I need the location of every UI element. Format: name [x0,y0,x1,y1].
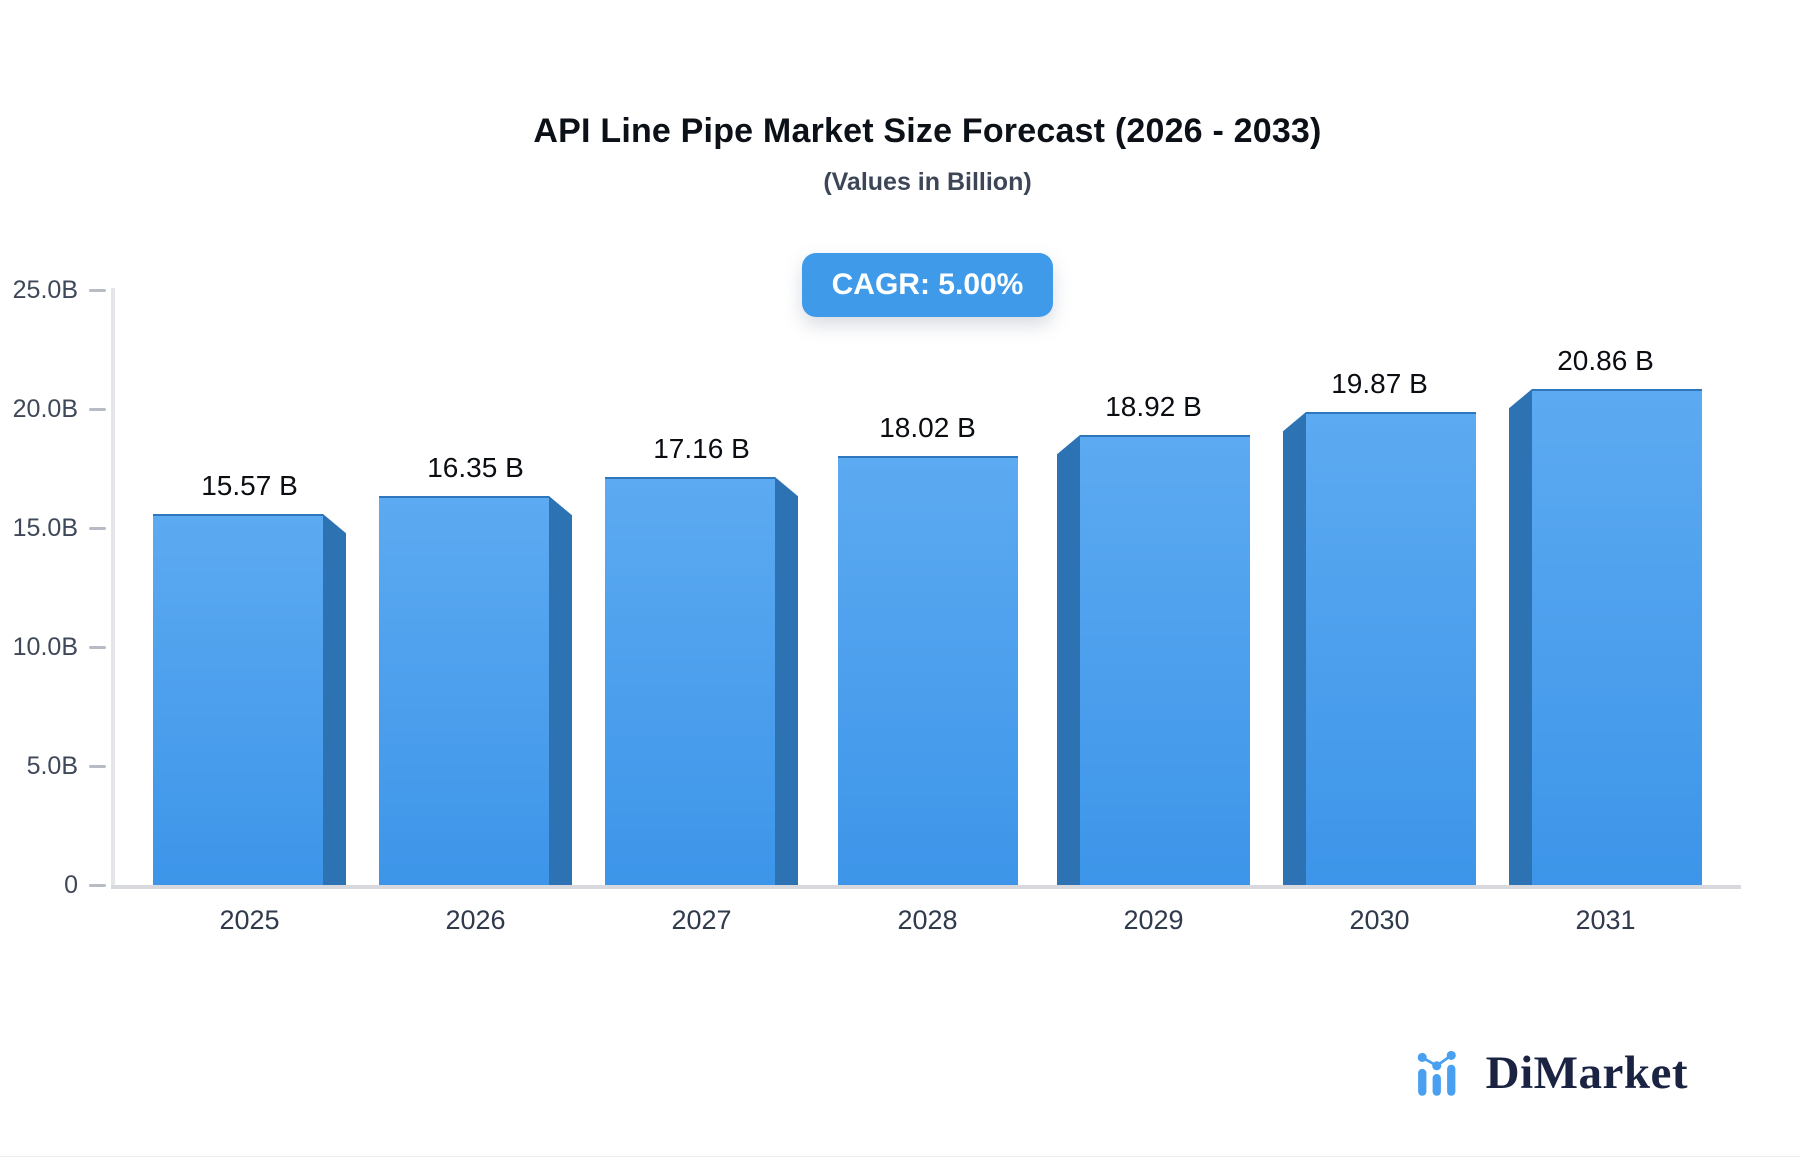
y-tick-mark [89,526,106,530]
bar-side-face [1509,389,1532,885]
bars-container: 15.57 B 16.35 B 17.16 B 18.02 B 18.92 B 19.87… [115,290,1740,885]
y-axis-line [111,288,115,889]
bar: 16.35 B [379,452,572,885]
bar: 20.86 B [1509,345,1702,885]
x-axis-label: 2026 [445,905,506,935]
y-tick-mark [89,645,106,649]
bar-value-label: 17.16 B [653,433,750,464]
x-axis-label: 2025 [219,905,280,935]
x-axis-label: 2030 [1349,905,1410,935]
x-axis-label: 2029 [1123,905,1184,935]
bar-front-face [605,477,775,885]
bar-value-label: 19.87 B [1331,368,1428,399]
logo-text: DiMarket [1485,1047,1688,1099]
bar: 17.16 B [605,433,798,885]
chart-subtitle: (Values in Billion) [823,168,1032,196]
bar-value-label: 16.35 B [427,452,524,483]
badge-row: CAGR: 5.00% [115,253,1740,317]
y-tick-mark [89,883,106,887]
bar: 15.57 B [153,470,346,885]
bar-visual [605,477,798,885]
brand-logo: DiMarket [1415,1046,1688,1100]
y-tick-mark [89,407,106,411]
bar: 18.02 B [831,412,1024,885]
chart-title: API Line Pipe Market Size Forecast (2026… [533,112,1322,150]
x-axis-label: 2027 [671,905,732,935]
bar-value-label: 20.86 B [1557,345,1654,376]
bar-front-face [1306,412,1476,885]
bar-visual [1509,389,1702,885]
bar-front-face [153,514,323,885]
bar-visual [831,456,1024,885]
x-axis-line [111,885,1741,889]
bar-side-face [323,514,346,885]
bar-visual [379,496,572,885]
bar-value-label: 18.02 B [879,412,976,443]
x-axis-label: 2031 [1575,905,1636,935]
bar-side-face [775,477,798,885]
x-axis-label: 2028 [897,905,958,935]
y-tick-mark [89,288,106,292]
x-axis-labels: 2025 2026 2027 2028 2029 2030 2031 [115,905,1740,936]
bar-side-face [549,496,572,885]
bar: 18.92 B [1057,391,1250,885]
bar-visual [1057,435,1250,885]
cagr-badge: CAGR: 5.00% [801,253,1054,317]
bar-front-face [1532,389,1702,885]
bar-value-label: 15.57 B [201,470,298,501]
y-axis: 25.0B 20.0B 15.0B 10.0B 5.0B 0 [0,278,106,898]
bar-front-face [379,496,549,885]
bar-front-face [837,456,1018,885]
bar-visual [1283,412,1476,885]
bar-chart-with-trend-dots-icon [1417,1050,1456,1096]
y-tick-mark [89,764,106,768]
bar: 19.87 B [1283,368,1476,885]
bar-side-face [1283,412,1306,885]
bar-value-label: 18.92 B [1105,391,1202,422]
bar-visual [153,514,346,885]
bar-side-face [1057,435,1080,885]
bar-front-face [1080,435,1250,885]
